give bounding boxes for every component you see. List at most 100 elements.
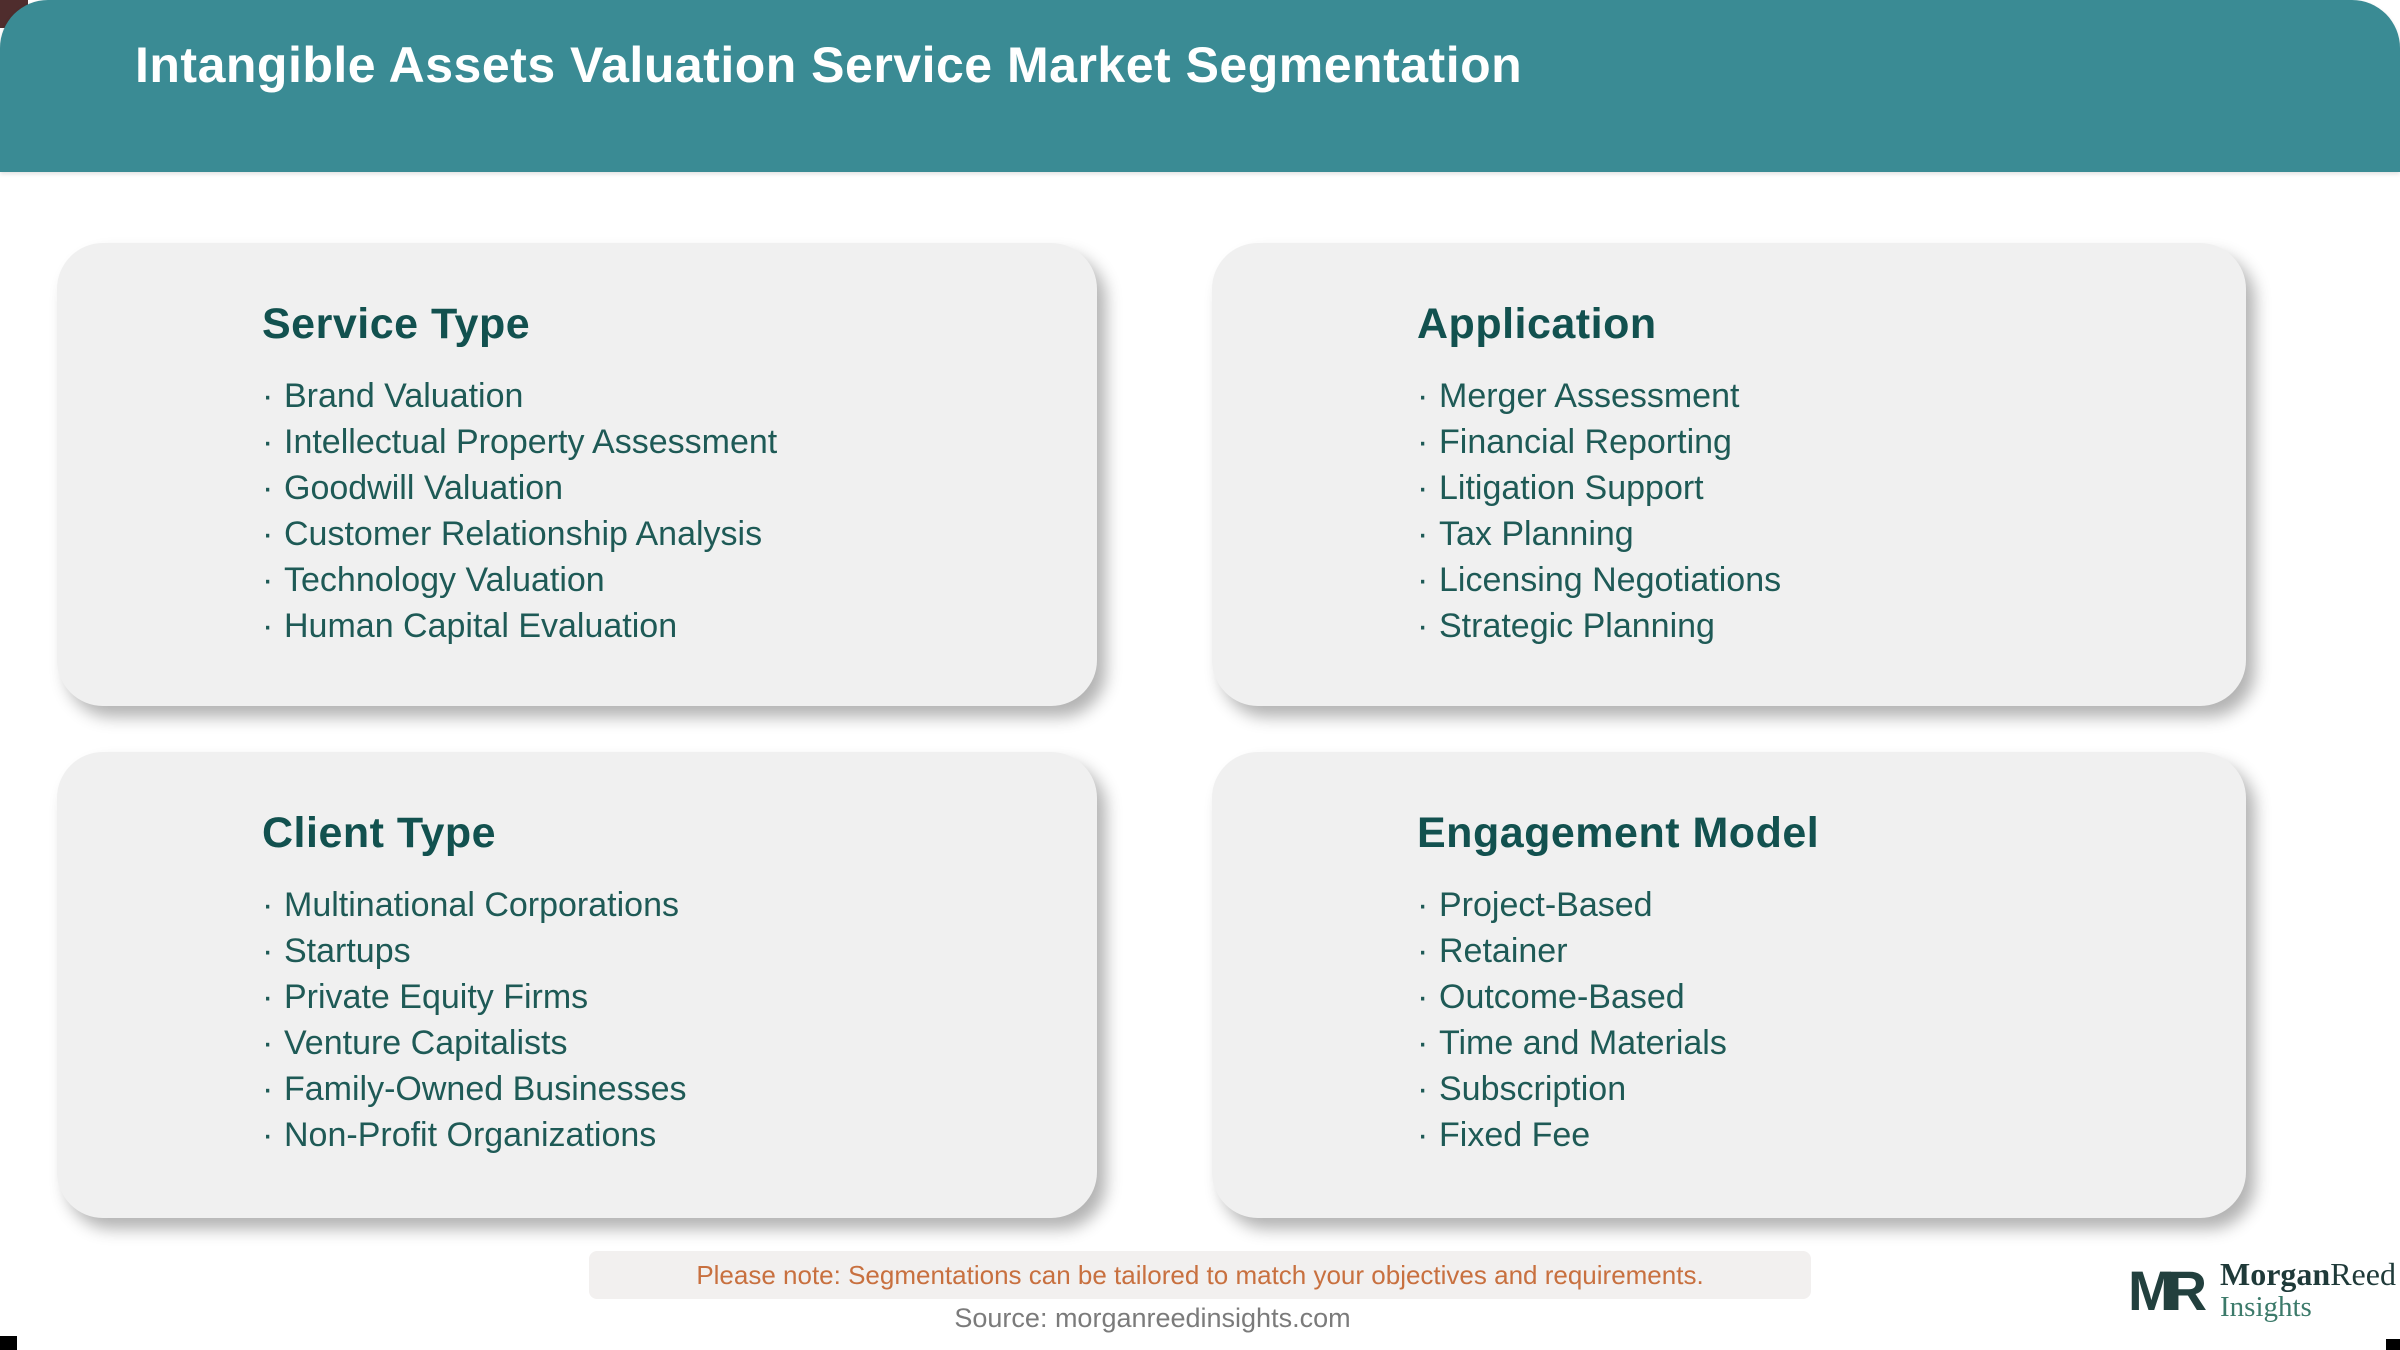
card-item-list: · Multinational Corporations · Startups · P… [262,882,1057,1158]
brand-name: MorganReed [2220,1258,2396,1290]
bullet: · [262,515,274,553]
list-item-label: Intellectual Property Assessment [284,423,778,461]
brand-tagline: Insights [2220,1291,2312,1323]
bottom-left-corner-mark [0,1336,17,1350]
list-item-label: Subscription [1439,1070,1627,1108]
list-item-label: Goodwill Valuation [284,469,564,507]
bullet: · [1417,515,1429,553]
svg-text:MR: MR [2128,1259,2207,1321]
list-item: · Retainer [1417,928,2206,974]
bullet: · [262,1116,274,1154]
bullet: · [1417,469,1429,507]
card-title: Application [1417,300,1657,348]
bullet: · [262,377,274,415]
list-item-label: Startups [284,932,411,970]
bullet: · [262,886,274,924]
bullet: · [1417,423,1429,461]
list-item-label: Family-Owned Businesses [284,1070,687,1108]
card-title: Service Type [262,300,531,348]
list-item: · Strategic Planning [1417,603,2206,649]
note-text: Please note: Segmentations can be tailor… [696,1259,1704,1290]
list-item: · Goodwill Valuation [262,465,1057,511]
list-item-label: Venture Capitalists [284,1024,568,1062]
list-item-label: Project-Based [1439,886,1653,924]
list-item: · Human Capital Evaluation [262,603,1057,649]
card-item-list: · Brand Valuation · Intellectual Property … [262,373,1057,649]
list-item-label: Technology Valuation [284,561,605,599]
bullet: · [1417,932,1429,970]
card-item-list: · Merger Assessment · Financial Reporting … [1417,373,2206,649]
brand-name-reed: Reed [2330,1256,2396,1292]
list-item-label: Strategic Planning [1439,607,1715,645]
list-item: · Merger Assessment [1417,373,2206,419]
bottom-right-corner-mark [2386,1339,2400,1350]
list-item: · Intellectual Property Assessment [262,419,1057,465]
list-item-label: Non-Profit Organizations [284,1116,657,1154]
list-item: · Litigation Support [1417,465,2206,511]
bullet: · [262,469,274,507]
list-item: · Fixed Fee [1417,1112,2206,1158]
bullet: · [1417,1024,1429,1062]
source-text: Source: morganreedinsights.com [954,1303,1351,1333]
list-item-label: Time and Materials [1439,1024,1727,1062]
list-item-label: Financial Reporting [1439,423,1732,461]
brand-logo: MR MorganReed Insights [2128,1258,2396,1322]
list-item: · Customer Relationship Analysis [262,511,1057,557]
list-item-label: Licensing Negotiations [1439,561,1782,599]
list-item: · Time and Materials [1417,1020,2206,1066]
list-item-label: Multinational Corporations [284,886,679,924]
list-item-label: Merger Assessment [1439,377,1740,415]
bullet: · [262,1070,274,1108]
bullet: · [1417,607,1429,645]
list-item-label: Customer Relationship Analysis [284,515,763,553]
list-item-label: Private Equity Firms [284,978,589,1016]
card-title: Client Type [262,809,497,857]
list-item-label: Fixed Fee [1439,1116,1591,1154]
bullet: · [262,932,274,970]
list-item-label: Retainer [1439,932,1568,970]
note-banner: Please note: Segmentations can be tailor… [589,1251,1811,1299]
header-bar: Intangible Assets Valuation Service Mark… [0,0,2400,172]
card-service-type: Service Type · Brand Valuation · Intellect… [57,243,1097,706]
brand-wordmark: MorganReed Insights [2220,1258,2396,1322]
card-title: Engagement Model [1417,809,1820,857]
list-item: · Non-Profit Organizations [262,1112,1057,1158]
list-item: · Brand Valuation [262,373,1057,419]
bullet: · [1417,1070,1429,1108]
bullet: · [262,561,274,599]
bullet: · [1417,561,1429,599]
list-item: · Outcome-Based [1417,974,2206,1020]
bullet: · [1417,978,1429,1016]
list-item: · Startups [262,928,1057,974]
bullet: · [262,423,274,461]
list-item: · Licensing Negotiations [1417,557,2206,603]
bullet: · [262,1024,274,1062]
list-item: · Private Equity Firms [262,974,1057,1020]
bullet: · [1417,886,1429,924]
list-item-label: Litigation Support [1439,469,1704,507]
list-item-label: Brand Valuation [284,377,524,415]
list-item: · Subscription [1417,1066,2206,1112]
bullet: · [262,978,274,1016]
morganreed-monogram-icon: MR [2128,1259,2210,1321]
list-item: · Venture Capitalists [262,1020,1057,1066]
list-item: · Project-Based [1417,882,2206,928]
card-item-list: · Project-Based · Retainer · Outcome-Based … [1417,882,2206,1158]
card-client-type: Client Type · Multinational Corporations … [57,752,1097,1218]
list-item: · Technology Valuation [262,557,1057,603]
page-title: Intangible Assets Valuation Service Mark… [135,37,1523,93]
list-item: · Tax Planning [1417,511,2206,557]
list-item-label: Tax Planning [1439,515,1634,553]
bullet: · [1417,1116,1429,1154]
list-item-label: Outcome-Based [1439,978,1685,1016]
list-item: · Financial Reporting [1417,419,2206,465]
list-item: · Family-Owned Businesses [262,1066,1057,1112]
list-item-label: Human Capital Evaluation [284,607,678,645]
bullet: · [262,607,274,645]
brand-name-morgan: Morgan [2220,1256,2331,1292]
card-engagement-model: Engagement Model · Project-Based · Retaine… [1212,752,2246,1218]
card-application: Application · Merger Assessment · Financia… [1212,243,2246,706]
bullet: · [1417,377,1429,415]
list-item: · Multinational Corporations [262,882,1057,928]
